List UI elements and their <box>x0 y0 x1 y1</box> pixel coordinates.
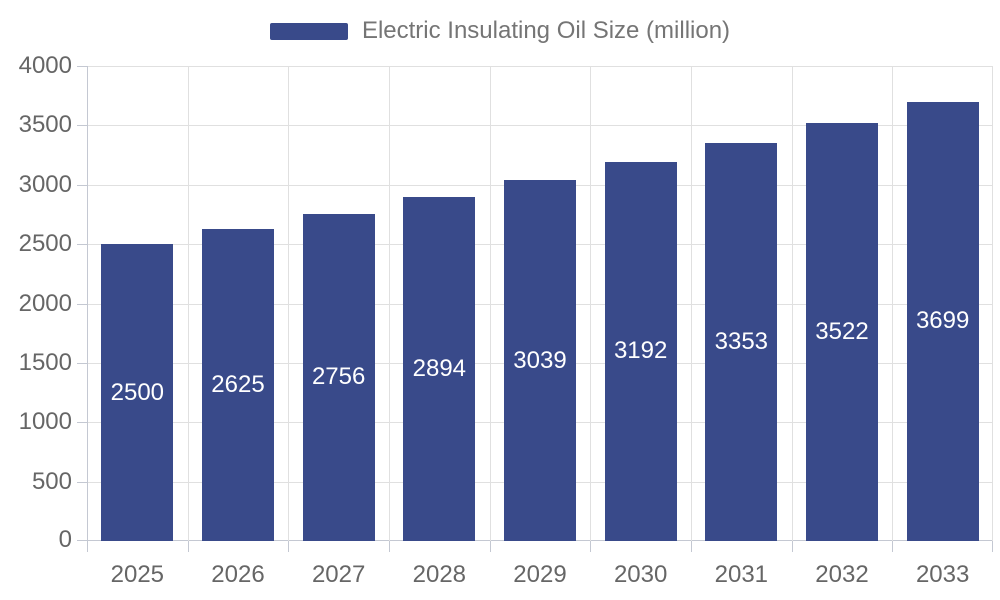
y-axis-tick <box>77 362 87 364</box>
bar-2032[interactable]: 3522 <box>806 122 878 541</box>
v-gridline <box>489 66 491 541</box>
x-axis-label: 2031 <box>714 561 769 588</box>
x-axis-tick <box>288 541 290 552</box>
x-axis-tick <box>691 541 692 552</box>
y-axis-line <box>87 66 88 541</box>
x-axis-tick <box>389 541 390 552</box>
bar-2027[interactable]: 2756 <box>302 213 375 541</box>
x-axis-tick <box>992 541 993 552</box>
bar-2030[interactable]: 3192 <box>604 161 677 541</box>
bar-value-label: 2625 <box>211 371 265 399</box>
bar-2026[interactable]: 2625 <box>202 229 274 541</box>
x-axis-tick <box>489 541 491 552</box>
bar-value-label: 3522 <box>815 317 869 345</box>
legend-label: Electric Insulating Oil Size (million) <box>361 17 731 44</box>
x-axis-tick <box>87 541 88 552</box>
x-axis-label: 2028 <box>412 561 467 588</box>
v-gridline <box>992 66 993 541</box>
y-axis-label: 0 <box>58 526 72 553</box>
bar-value-label: 2500 <box>110 378 165 406</box>
v-gridline <box>691 66 692 541</box>
x-axis-tick <box>187 541 189 552</box>
y-axis-label: 500 <box>31 467 72 495</box>
y-axis-label: 4000 <box>18 52 72 79</box>
x-axis-label: 2032 <box>815 561 869 588</box>
y-axis-tick <box>77 303 87 305</box>
bar-value-label: 2756 <box>311 363 366 391</box>
x-axis-label: 2026 <box>211 561 265 588</box>
x-axis-tick <box>590 541 592 552</box>
v-gridline <box>791 66 793 541</box>
bar-2025[interactable]: 2500 <box>101 244 174 541</box>
x-axis-label: 2025 <box>110 561 165 588</box>
bar-2028[interactable]: 2894 <box>403 197 476 541</box>
y-axis-label: 3500 <box>18 111 72 139</box>
y-axis-label: 1500 <box>18 348 72 376</box>
y-axis-tick <box>77 125 87 127</box>
y-axis-label: 2000 <box>18 289 72 317</box>
y-axis-label: 2500 <box>18 230 72 258</box>
v-gridline <box>590 66 592 541</box>
x-axis-label: 2029 <box>513 561 567 588</box>
y-axis-tick <box>77 481 87 483</box>
y-axis-tick <box>77 184 87 186</box>
legend[interactable]: Electric Insulating Oil Size (million) <box>0 17 1000 45</box>
y-axis-tick <box>77 422 87 424</box>
v-gridline <box>187 66 189 541</box>
bar-2031[interactable]: 3353 <box>705 142 778 541</box>
y-axis-tick <box>77 540 87 541</box>
bar-2029[interactable]: 3039 <box>504 180 576 541</box>
legend-swatch-icon <box>269 22 348 40</box>
x-axis-tick <box>892 541 894 552</box>
plot-area: 2500 2625 2756 2894 3039 3192 3353 3522 3699 <box>77 66 993 552</box>
y-axis-label: 3000 <box>18 170 72 198</box>
bar-2033[interactable]: 3699 <box>906 101 979 541</box>
v-gridline <box>389 66 390 541</box>
bar-value-label: 3699 <box>915 307 970 335</box>
h-gridline <box>87 125 993 127</box>
bar-value-label: 3039 <box>513 346 567 374</box>
y-axis-tick <box>77 244 87 246</box>
h-gridline <box>87 66 993 67</box>
x-axis-label: 2030 <box>613 561 668 588</box>
x-axis-tick <box>791 541 793 552</box>
y-axis-label: 1000 <box>18 408 72 436</box>
bar-value-label: 3353 <box>714 327 769 355</box>
x-axis-label: 2027 <box>311 561 366 588</box>
v-gridline <box>892 66 894 541</box>
v-gridline <box>288 66 290 541</box>
y-axis-tick <box>77 66 87 67</box>
x-axis-label: 2033 <box>915 561 970 588</box>
bar-value-label: 3192 <box>613 337 668 365</box>
bar-value-label: 2894 <box>412 355 467 383</box>
